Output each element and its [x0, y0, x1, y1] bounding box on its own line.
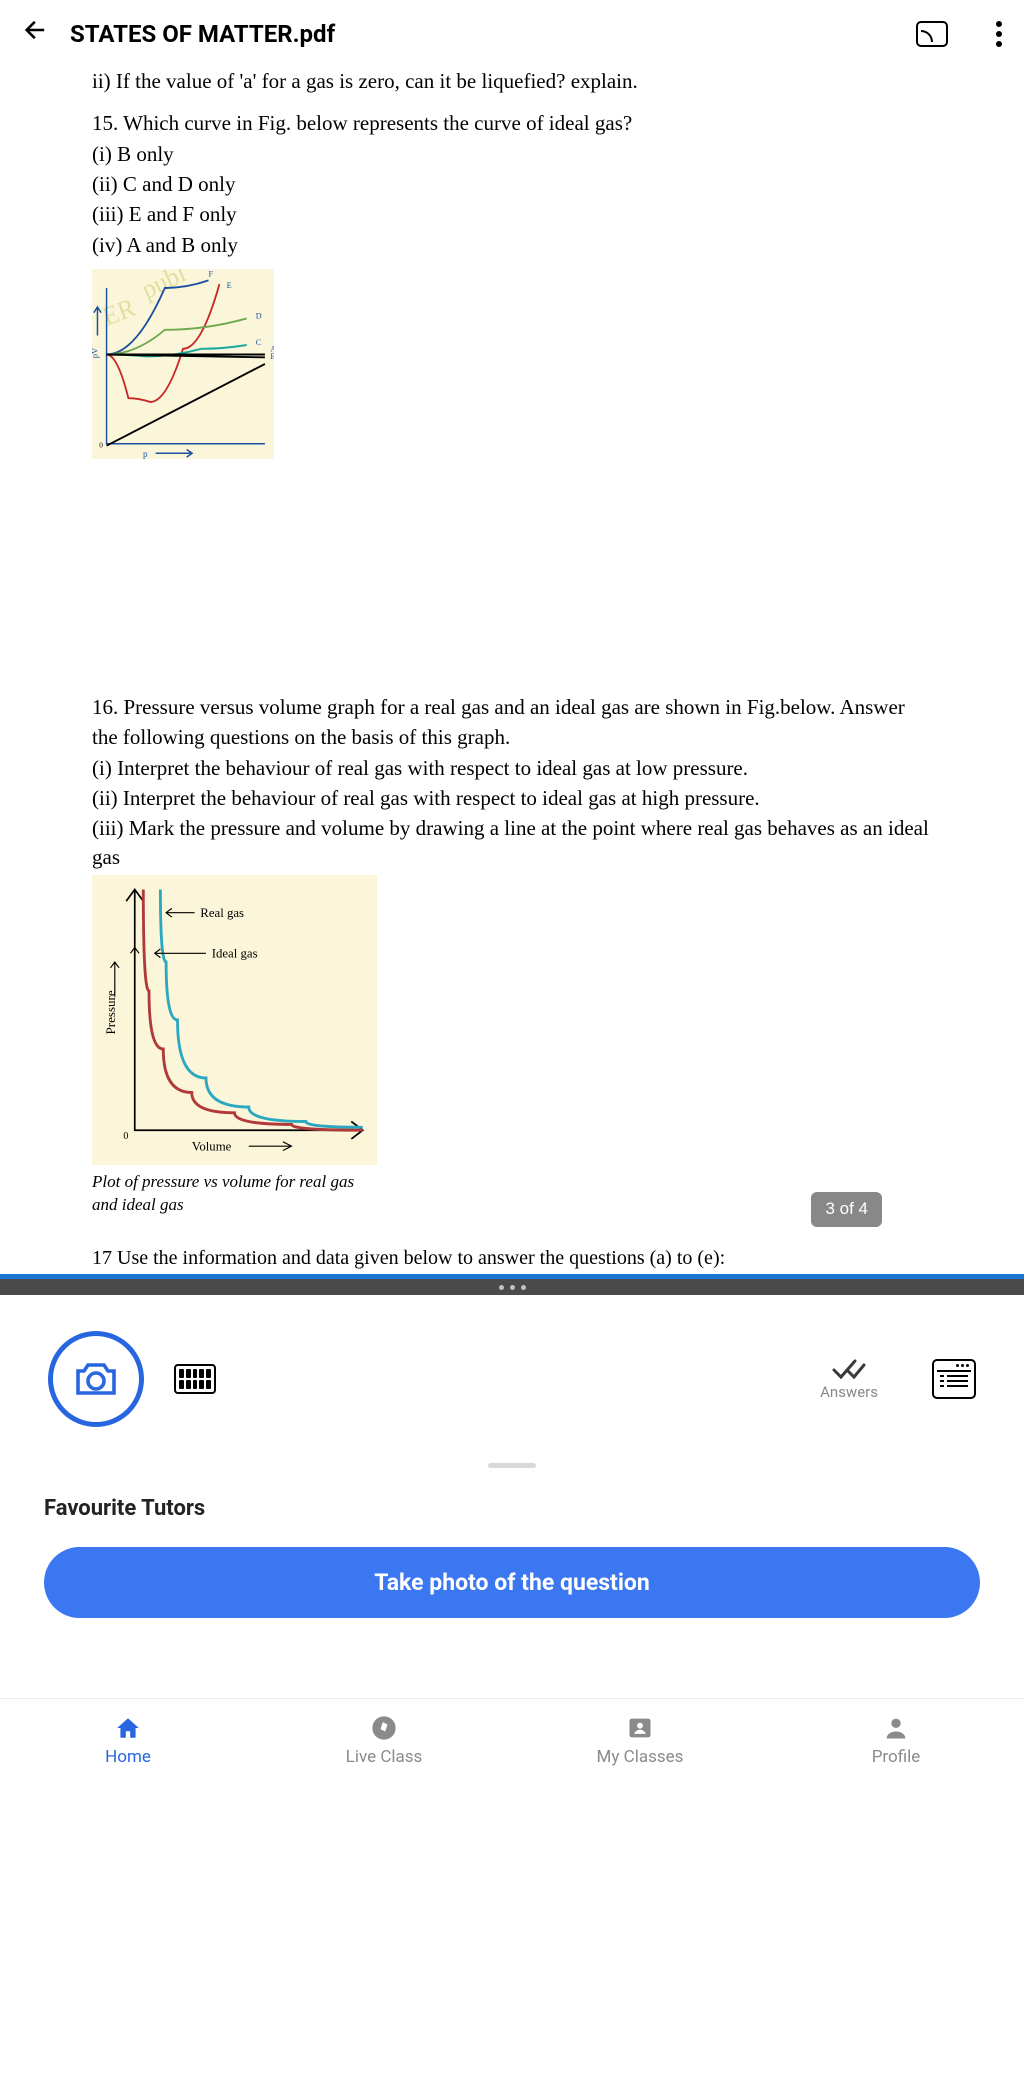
back-arrow-icon[interactable]: [22, 16, 50, 51]
q16-line-2: (i) Interpret the behaviour of real gas …: [92, 754, 932, 782]
nav-profile[interactable]: Profile: [768, 1699, 1024, 1785]
action-row: Answers: [0, 1295, 1024, 1463]
compass-icon: [370, 1713, 398, 1743]
profile-icon: [882, 1713, 910, 1743]
chart-pressure-vs-volume: 0 Pressure Volume Real gas Ideal gas: [92, 875, 377, 1165]
check-icon: [831, 1357, 867, 1381]
q15-option-iv: (iv) A and B only: [92, 231, 932, 259]
question-15: 15. Which curve in Fig. below represents…: [92, 109, 932, 459]
document-content: ii) If the value of 'a' for a gas is zer…: [0, 67, 1024, 1237]
list-button[interactable]: [932, 1359, 976, 1399]
q16-line-4: (iii) Mark the pressure and volume by dr…: [92, 814, 932, 871]
nav-my-classes[interactable]: My Classes: [512, 1699, 768, 1785]
more-menu-icon[interactable]: [996, 21, 1002, 47]
svg-text:D: D: [256, 311, 262, 320]
nav-profile-label: Profile: [872, 1747, 921, 1767]
app-header: STATES OF MATTER.pdf: [0, 0, 1024, 67]
nav-live-class[interactable]: Live Class: [256, 1699, 512, 1785]
chart2-caption: Plot of pressure vs volume for real gas …: [92, 1171, 372, 1217]
keyboard-button[interactable]: [174, 1364, 216, 1394]
q16-line-0: 16. Pressure versus volume graph for a r…: [92, 693, 932, 721]
cutoff-text: 17 Use the information and data given be…: [0, 1237, 1024, 1274]
svg-text:B: B: [270, 352, 274, 361]
q15-option-ii: (ii) C and D only: [92, 170, 932, 198]
cast-icon[interactable]: [916, 21, 948, 47]
nav-home[interactable]: Home: [0, 1699, 256, 1785]
svg-text:Real gas: Real gas: [200, 905, 244, 920]
nav-live-class-label: Live Class: [346, 1747, 423, 1767]
favourite-section: Favourite Tutors Take photo of the quest…: [0, 1468, 1024, 1638]
q16-line-1: the following questions on the basis of …: [92, 723, 932, 751]
svg-text:F: F: [208, 270, 213, 279]
q16-line-3: (ii) Interpret the behaviour of real gas…: [92, 784, 932, 812]
nav-my-classes-label: My Classes: [597, 1747, 684, 1767]
classes-icon: [626, 1713, 654, 1743]
answers-button[interactable]: Answers: [820, 1357, 878, 1401]
page-title: STATES OF MATTER.pdf: [70, 20, 896, 48]
nav-home-label: Home: [105, 1747, 151, 1767]
svg-text:Pressure: Pressure: [103, 990, 118, 1034]
answers-label: Answers: [820, 1383, 878, 1401]
svg-text:0: 0: [99, 441, 103, 450]
svg-text:Volume: Volume: [192, 1139, 232, 1154]
home-icon: [114, 1713, 142, 1743]
q15-prompt: 15. Which curve in Fig. below represents…: [92, 109, 932, 137]
q15-option-i: (i) B only: [92, 140, 932, 168]
favourite-tutors-title: Favourite Tutors: [44, 1496, 980, 1521]
svg-text:E: E: [227, 281, 232, 290]
svg-text:0: 0: [123, 1131, 128, 1142]
take-photo-button[interactable]: Take photo of the question: [44, 1547, 980, 1618]
svg-text:Ideal gas: Ideal gas: [212, 946, 258, 961]
bottom-navbar: Home Live Class My Classes Profile: [0, 1698, 1024, 1785]
svg-text:p: p: [143, 450, 148, 459]
drag-strip[interactable]: [0, 1279, 1024, 1295]
svg-text:C: C: [256, 338, 262, 347]
q15-option-iii: (iii) E and F only: [92, 200, 932, 228]
svg-text:pV: pV: [92, 348, 99, 358]
svg-text:ER: ER: [99, 292, 140, 332]
chart-pv-vs-p: ERpublpVp0FEDCAB: [92, 269, 274, 459]
page-indicator-badge: 3 of 4: [811, 1192, 882, 1227]
camera-button[interactable]: [48, 1331, 144, 1427]
question-16: 16. Pressure versus volume graph for a r…: [92, 693, 932, 1217]
question-ii: ii) If the value of 'a' for a gas is zer…: [92, 67, 932, 95]
